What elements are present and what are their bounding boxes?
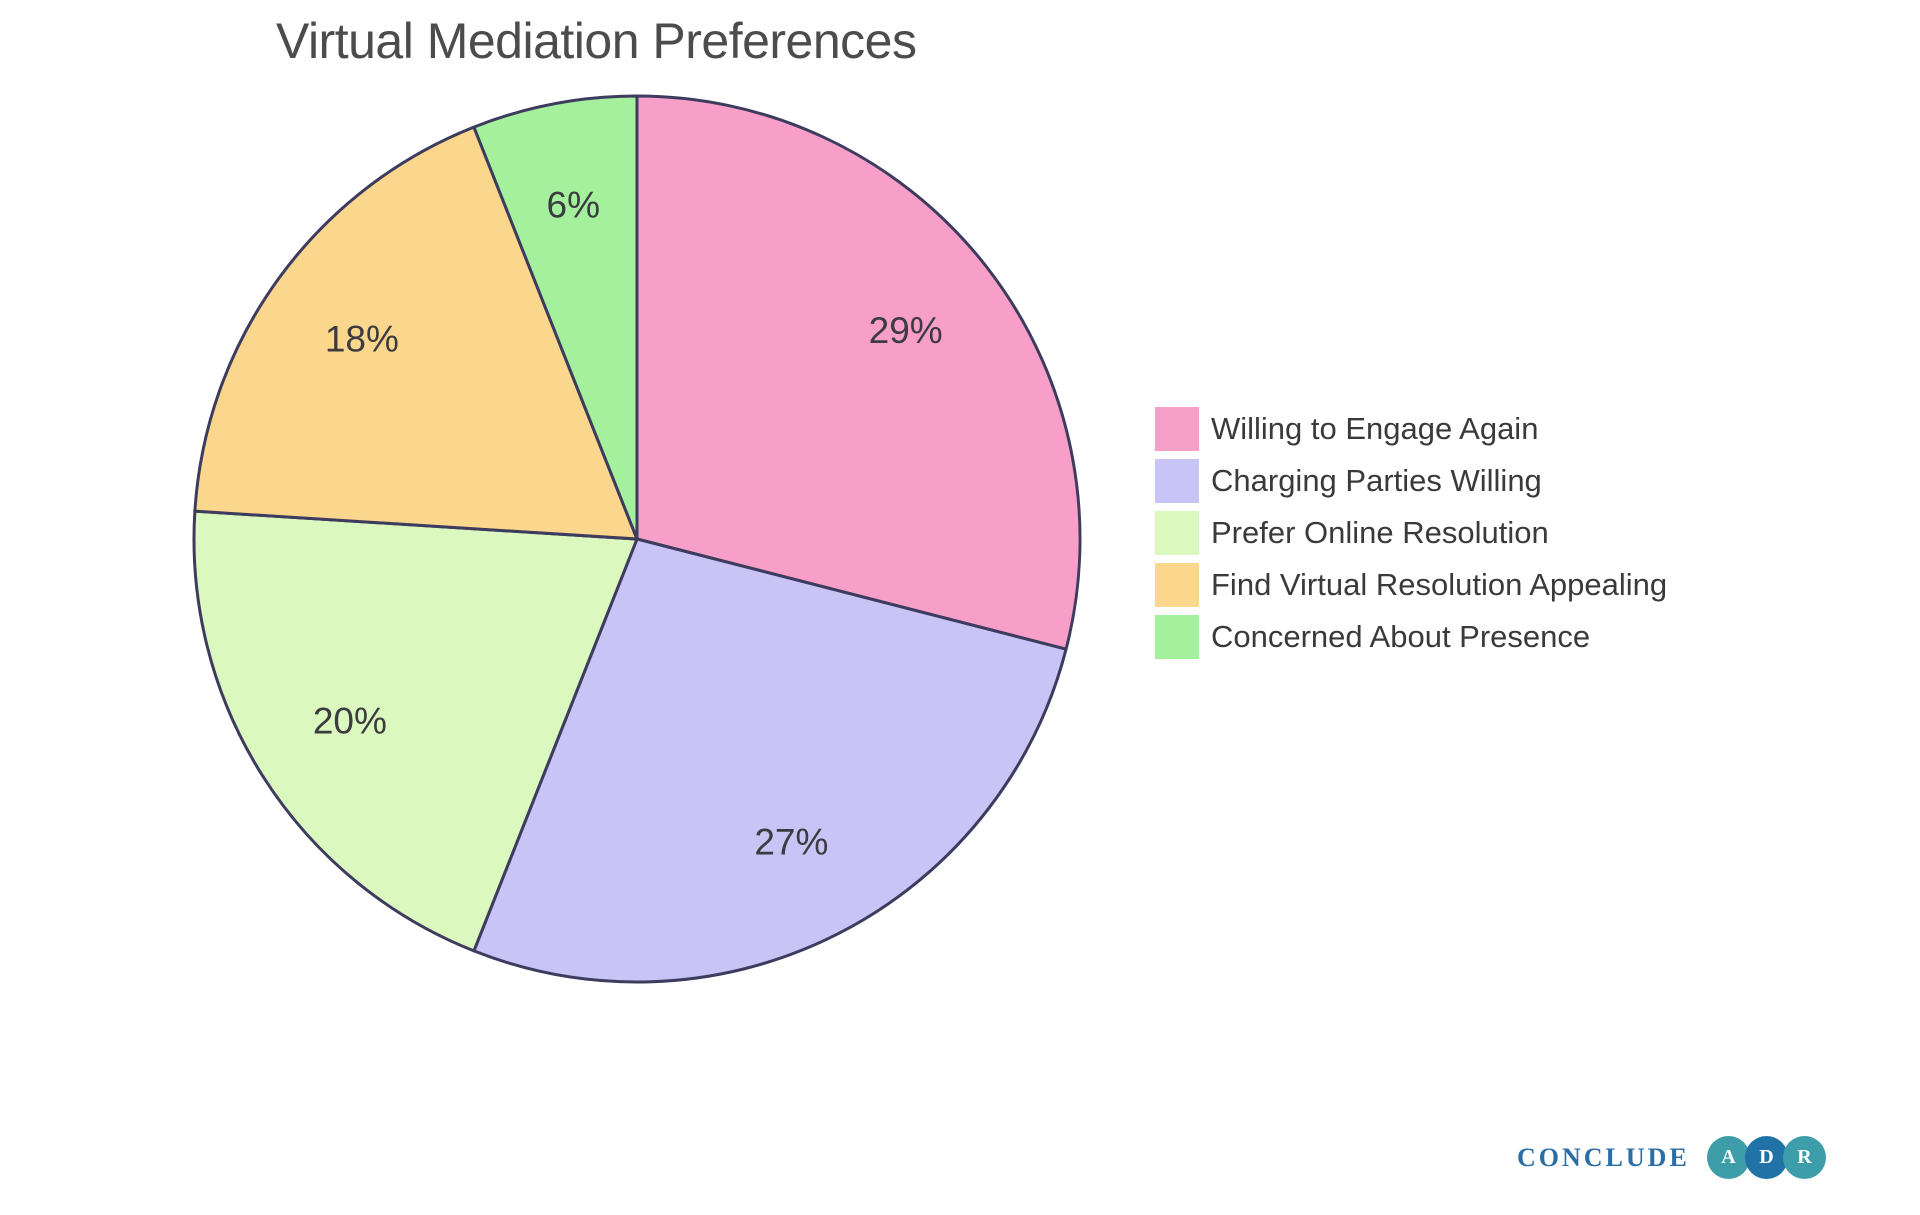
legend-label-4: Find Virtual Resolution Appealing xyxy=(1211,567,1668,602)
pie-slice-label-3: 20% xyxy=(313,701,387,742)
legend-swatch-4 xyxy=(1155,563,1199,607)
legend-label-2: Charging Parties Willing xyxy=(1211,463,1542,498)
legend-item-1[interactable]: Willing to Engage Again xyxy=(1155,407,1667,451)
pie-slice-label-4: 18% xyxy=(325,319,399,360)
chart-legend: Willing to Engage Again Charging Parties … xyxy=(1155,407,1667,659)
logo-badge-d: D xyxy=(1745,1136,1788,1179)
legend-swatch-3 xyxy=(1155,511,1199,555)
pie-slice-1[interactable] xyxy=(635,94,1082,651)
legend-swatch-1 xyxy=(1155,407,1199,451)
legend-label-5: Concerned About Presence xyxy=(1211,619,1591,654)
pie-slice-label-2: 27% xyxy=(754,821,828,862)
legend-swatch-2 xyxy=(1155,459,1199,503)
legend-item-2[interactable]: Charging Parties Willing xyxy=(1155,459,1667,503)
legend-item-5[interactable]: Concerned About Presence xyxy=(1155,615,1667,659)
legend-item-4[interactable]: Find Virtual Resolution Appealing xyxy=(1155,563,1667,607)
logo-badge-a: A xyxy=(1707,1136,1750,1179)
pie-slice-4[interactable] xyxy=(193,125,639,541)
pie-slice-label-1: 29% xyxy=(869,310,943,351)
logo-wordmark: CONCLUDE xyxy=(1517,1143,1690,1172)
pie-slice-2[interactable] xyxy=(472,537,1068,984)
logo-badge-r: R xyxy=(1783,1136,1826,1179)
legend-swatch-5 xyxy=(1155,615,1199,659)
legend-item-3[interactable]: Prefer Online Resolution xyxy=(1155,511,1667,555)
pie-slice-3[interactable] xyxy=(192,509,639,953)
pie-slice-5[interactable] xyxy=(472,94,639,541)
legend-label-3: Prefer Online Resolution xyxy=(1211,515,1549,550)
chart-title: Virtual Mediation Preferences xyxy=(276,13,917,69)
pie-slice-label-5: 6% xyxy=(547,185,600,226)
legend-label-1: Willing to Engage Again xyxy=(1211,411,1539,446)
